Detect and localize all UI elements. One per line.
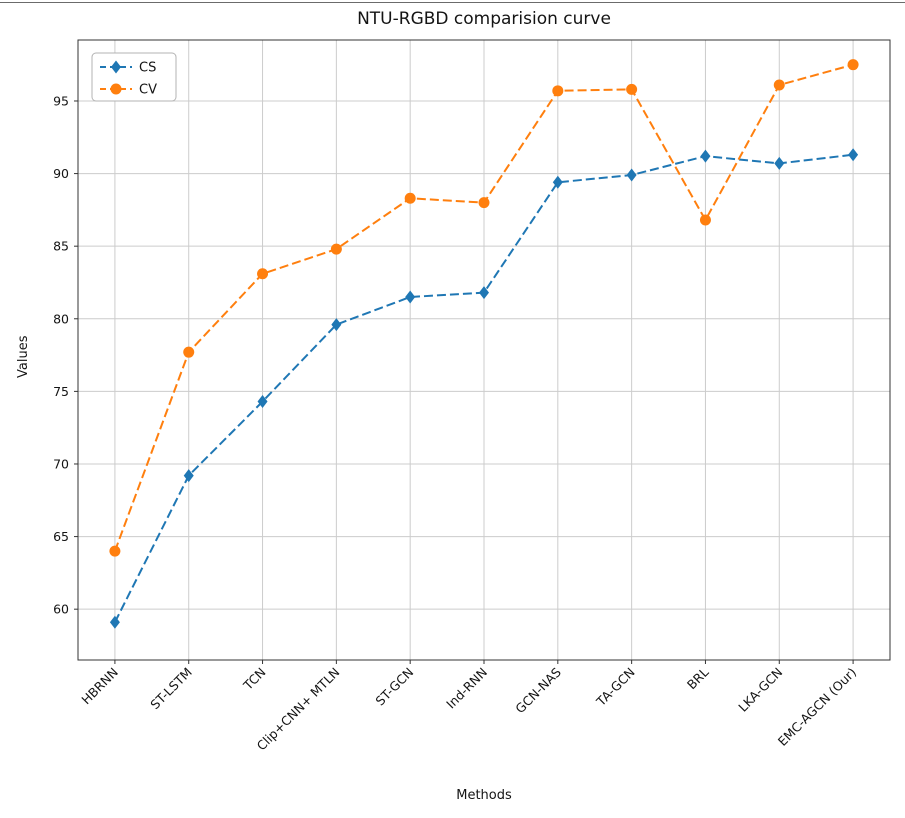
y-tick-label: 90 — [53, 166, 69, 181]
x-axis-label: Methods — [456, 788, 512, 803]
y-tick-label: 85 — [53, 239, 69, 254]
data-point-cs — [700, 149, 711, 163]
data-point-cs — [183, 469, 194, 483]
x-tick-label: HBRNN — [78, 665, 121, 708]
data-point-cs — [479, 286, 489, 300]
top-divider — [0, 2, 905, 3]
legend-label-cv: CV — [139, 83, 157, 98]
data-point-cv — [330, 243, 342, 255]
data-point-cv — [109, 545, 121, 557]
legend-label-cs: CS — [139, 61, 156, 76]
data-point-cs — [626, 168, 637, 182]
x-tick-label: Ind-RNN — [443, 665, 490, 712]
y-tick-label: 95 — [53, 93, 69, 108]
data-point-cv — [478, 197, 490, 209]
data-point-cs — [774, 156, 785, 170]
x-tick-label: GCN-NAS — [512, 664, 564, 716]
data-point-cs — [257, 395, 268, 409]
x-tick-label: Clip+CNN+ MTLN — [254, 665, 343, 754]
data-point-cv — [552, 85, 564, 97]
x-tick-label: TCN — [240, 665, 269, 694]
data-point-cv — [404, 192, 416, 204]
data-point-cv — [183, 346, 195, 358]
data-point-cv — [773, 79, 785, 91]
data-point-cv — [257, 268, 269, 280]
y-tick-label: 60 — [53, 602, 69, 617]
data-point-cs — [331, 318, 342, 332]
data-point-cs — [405, 290, 416, 304]
data-point-cs — [552, 175, 563, 189]
data-point-cs — [109, 615, 120, 629]
x-tick-label: LKA-GCN — [735, 665, 785, 715]
legend-box — [91, 52, 177, 102]
data-point-cv — [847, 59, 859, 71]
chart-title: NTU-RGBD comparision curve — [357, 9, 611, 29]
y-tick-label: 70 — [53, 456, 69, 471]
x-tick-label: TA-GCN — [593, 665, 638, 710]
data-point-cv — [626, 83, 638, 95]
x-tick-label: EMC-AGCN (Our) — [775, 665, 859, 749]
data-point-cs — [848, 148, 859, 162]
y-tick-label: 80 — [53, 311, 69, 326]
y-tick-label: 65 — [53, 529, 69, 544]
x-tick-label: BRL — [684, 664, 712, 692]
data-point-cv — [699, 214, 711, 226]
y-tick-label: 75 — [53, 384, 69, 399]
x-tick-label: ST-GCN — [372, 665, 416, 709]
legend-marker-cv — [110, 83, 122, 95]
x-tick-label: ST-LSTM — [147, 665, 195, 713]
legend-marker-cs — [111, 60, 121, 74]
